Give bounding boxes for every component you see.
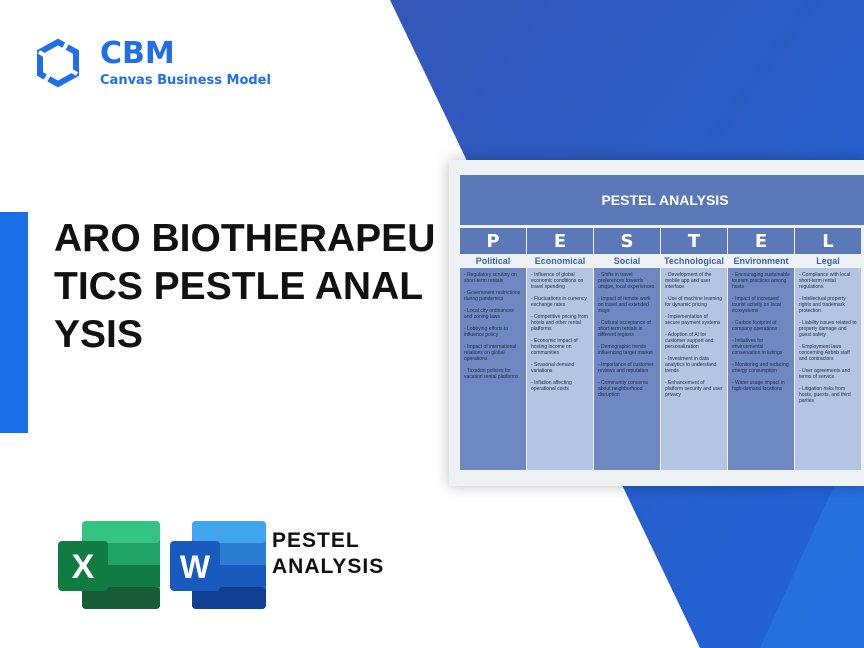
column-label: Environment — [733, 256, 789, 266]
pestel-column-environment: E Environment - Encouraging sustainable t… — [728, 228, 794, 470]
svg-text:W: W — [180, 549, 211, 585]
list-item: - Inflation affecting operational costs — [531, 380, 572, 392]
brand-subtitle: Canvas Business Model — [100, 72, 271, 88]
list-item: - Liability issues related to property d… — [799, 320, 857, 338]
list-item: - Government restrictions during pandemi… — [464, 290, 521, 302]
list-item: - Intellectual property rights and trade… — [799, 296, 846, 314]
pestel-column-political: P Political - Regulatory scrutiny on shor… — [460, 228, 526, 470]
column-body: - Development of the mobile app and user… — [661, 268, 727, 470]
pestel-preview-card: PESTEL ANALYSIS P Political - Regulatory … — [449, 160, 864, 486]
list-item: - Cultural acceptance of short-term rent… — [598, 320, 651, 338]
column-letter: E — [728, 228, 794, 254]
svg-text:X: X — [72, 548, 95, 586]
list-item: - Use of machine learning for dynamic pr… — [665, 296, 722, 308]
column-body: - Encouraging sustainable tourism practi… — [728, 268, 794, 470]
list-item: - Employment laws concerning Airbnb staf… — [799, 344, 850, 362]
list-item: - Development of the mobile app and user… — [665, 272, 712, 290]
cbm-hexagon-icon — [37, 38, 79, 88]
list-item: - Seasonal demand variations — [531, 362, 575, 374]
list-item: - Importance of customer reviews and rep… — [598, 362, 654, 374]
list-item: - Taxation policies for vacation rental … — [464, 368, 519, 380]
column-body: - Regulatory scrutiny on short-term rent… — [460, 268, 526, 470]
brand-logo[interactable]: CBM Canvas Business Model — [34, 38, 271, 88]
list-item: - Regulatory scrutiny on short-term rent… — [464, 272, 517, 284]
column-letter: L — [795, 228, 861, 254]
list-item: - Encouraging sustainable tourism practi… — [732, 272, 790, 290]
column-label: Technological — [664, 256, 724, 266]
list-item: - Influence of global economic condition… — [531, 272, 584, 290]
list-item: - Economic impact of hosting income on c… — [531, 338, 578, 356]
pestel-column-technological: T Technological - Development of the mobi… — [661, 228, 727, 470]
page-title: ARO BIOTHERAPEUTICS PESTLE ANALYSIS — [54, 217, 436, 356]
pestel-analysis-label: PESTEL ANALYSIS — [272, 528, 384, 580]
column-body: - Compliance with local short-term renta… — [795, 268, 861, 470]
column-body: - Shifts in travel preferences towards u… — [594, 268, 660, 470]
list-item: - Fluctuations in currency exchange rate… — [531, 296, 587, 308]
list-item: - Enhancement of platform security and u… — [665, 380, 723, 398]
list-item: - Lobbying efforts to influence policy — [464, 326, 509, 338]
list-item: - Implementation of secure payment syste… — [665, 314, 721, 326]
column-letter: S — [594, 228, 660, 254]
list-item: - Demographic trends influencing target … — [598, 344, 653, 356]
list-item: - Water usage impact in high-demand loca… — [732, 380, 785, 392]
column-letter: E — [527, 228, 593, 254]
column-label: Legal — [816, 256, 840, 266]
list-item: - Impact of increased tourist activity o… — [732, 296, 781, 314]
word-icon: W — [170, 521, 266, 609]
app-icons: X W — [58, 521, 266, 611]
list-item: - Compliance with local short-term renta… — [799, 272, 851, 290]
accent-bar — [0, 212, 28, 433]
list-item: - Adoption of AI for customer support an… — [665, 332, 714, 350]
excel-icon: X — [58, 521, 160, 609]
column-label: Social — [613, 256, 641, 266]
list-item: - Initiatives for environmental conserva… — [732, 338, 783, 356]
column-body: - Influence of global economic condition… — [527, 268, 593, 470]
pestel-columns: P Political - Regulatory scrutiny on shor… — [460, 228, 862, 470]
column-label: Economical — [534, 256, 586, 266]
list-item: - Monitoring and reducing energy consump… — [732, 362, 789, 374]
list-item: - Shifts in travel preferences towards u… — [598, 272, 655, 290]
list-item: - Impact of remote work on travel and ex… — [598, 296, 651, 314]
label-line-1: PESTEL — [272, 529, 360, 552]
pestel-column-legal: L Legal - Compliance with local short-ter… — [795, 228, 861, 470]
list-item: - Litigation risks from hosts, guests, a… — [799, 386, 851, 404]
list-item: - User agreements and terms of service — [799, 368, 851, 380]
list-item: - Investment in data analytics to unders… — [665, 356, 717, 374]
list-item: - Competitive pricing from hotels and ot… — [531, 314, 588, 332]
column-letter: P — [460, 228, 526, 254]
pestel-column-economical: E Economical - Influence of global econom… — [527, 228, 593, 470]
pestel-column-social: S Social - Shifts in travel preferences t… — [594, 228, 660, 470]
column-letter: T — [661, 228, 727, 254]
list-item: - Community concerns about neighborhood … — [598, 380, 649, 398]
list-item: - Carbon footprint of company operations — [732, 320, 778, 332]
label-line-2: ANALYSIS — [272, 555, 385, 578]
card-header: PESTEL ANALYSIS — [460, 175, 864, 225]
list-item: - Local city ordinances and zoning laws — [464, 308, 514, 320]
list-item: - Impact of international relations on g… — [464, 344, 517, 362]
brand-name: CBM — [100, 35, 175, 71]
column-label: Political — [475, 256, 511, 266]
